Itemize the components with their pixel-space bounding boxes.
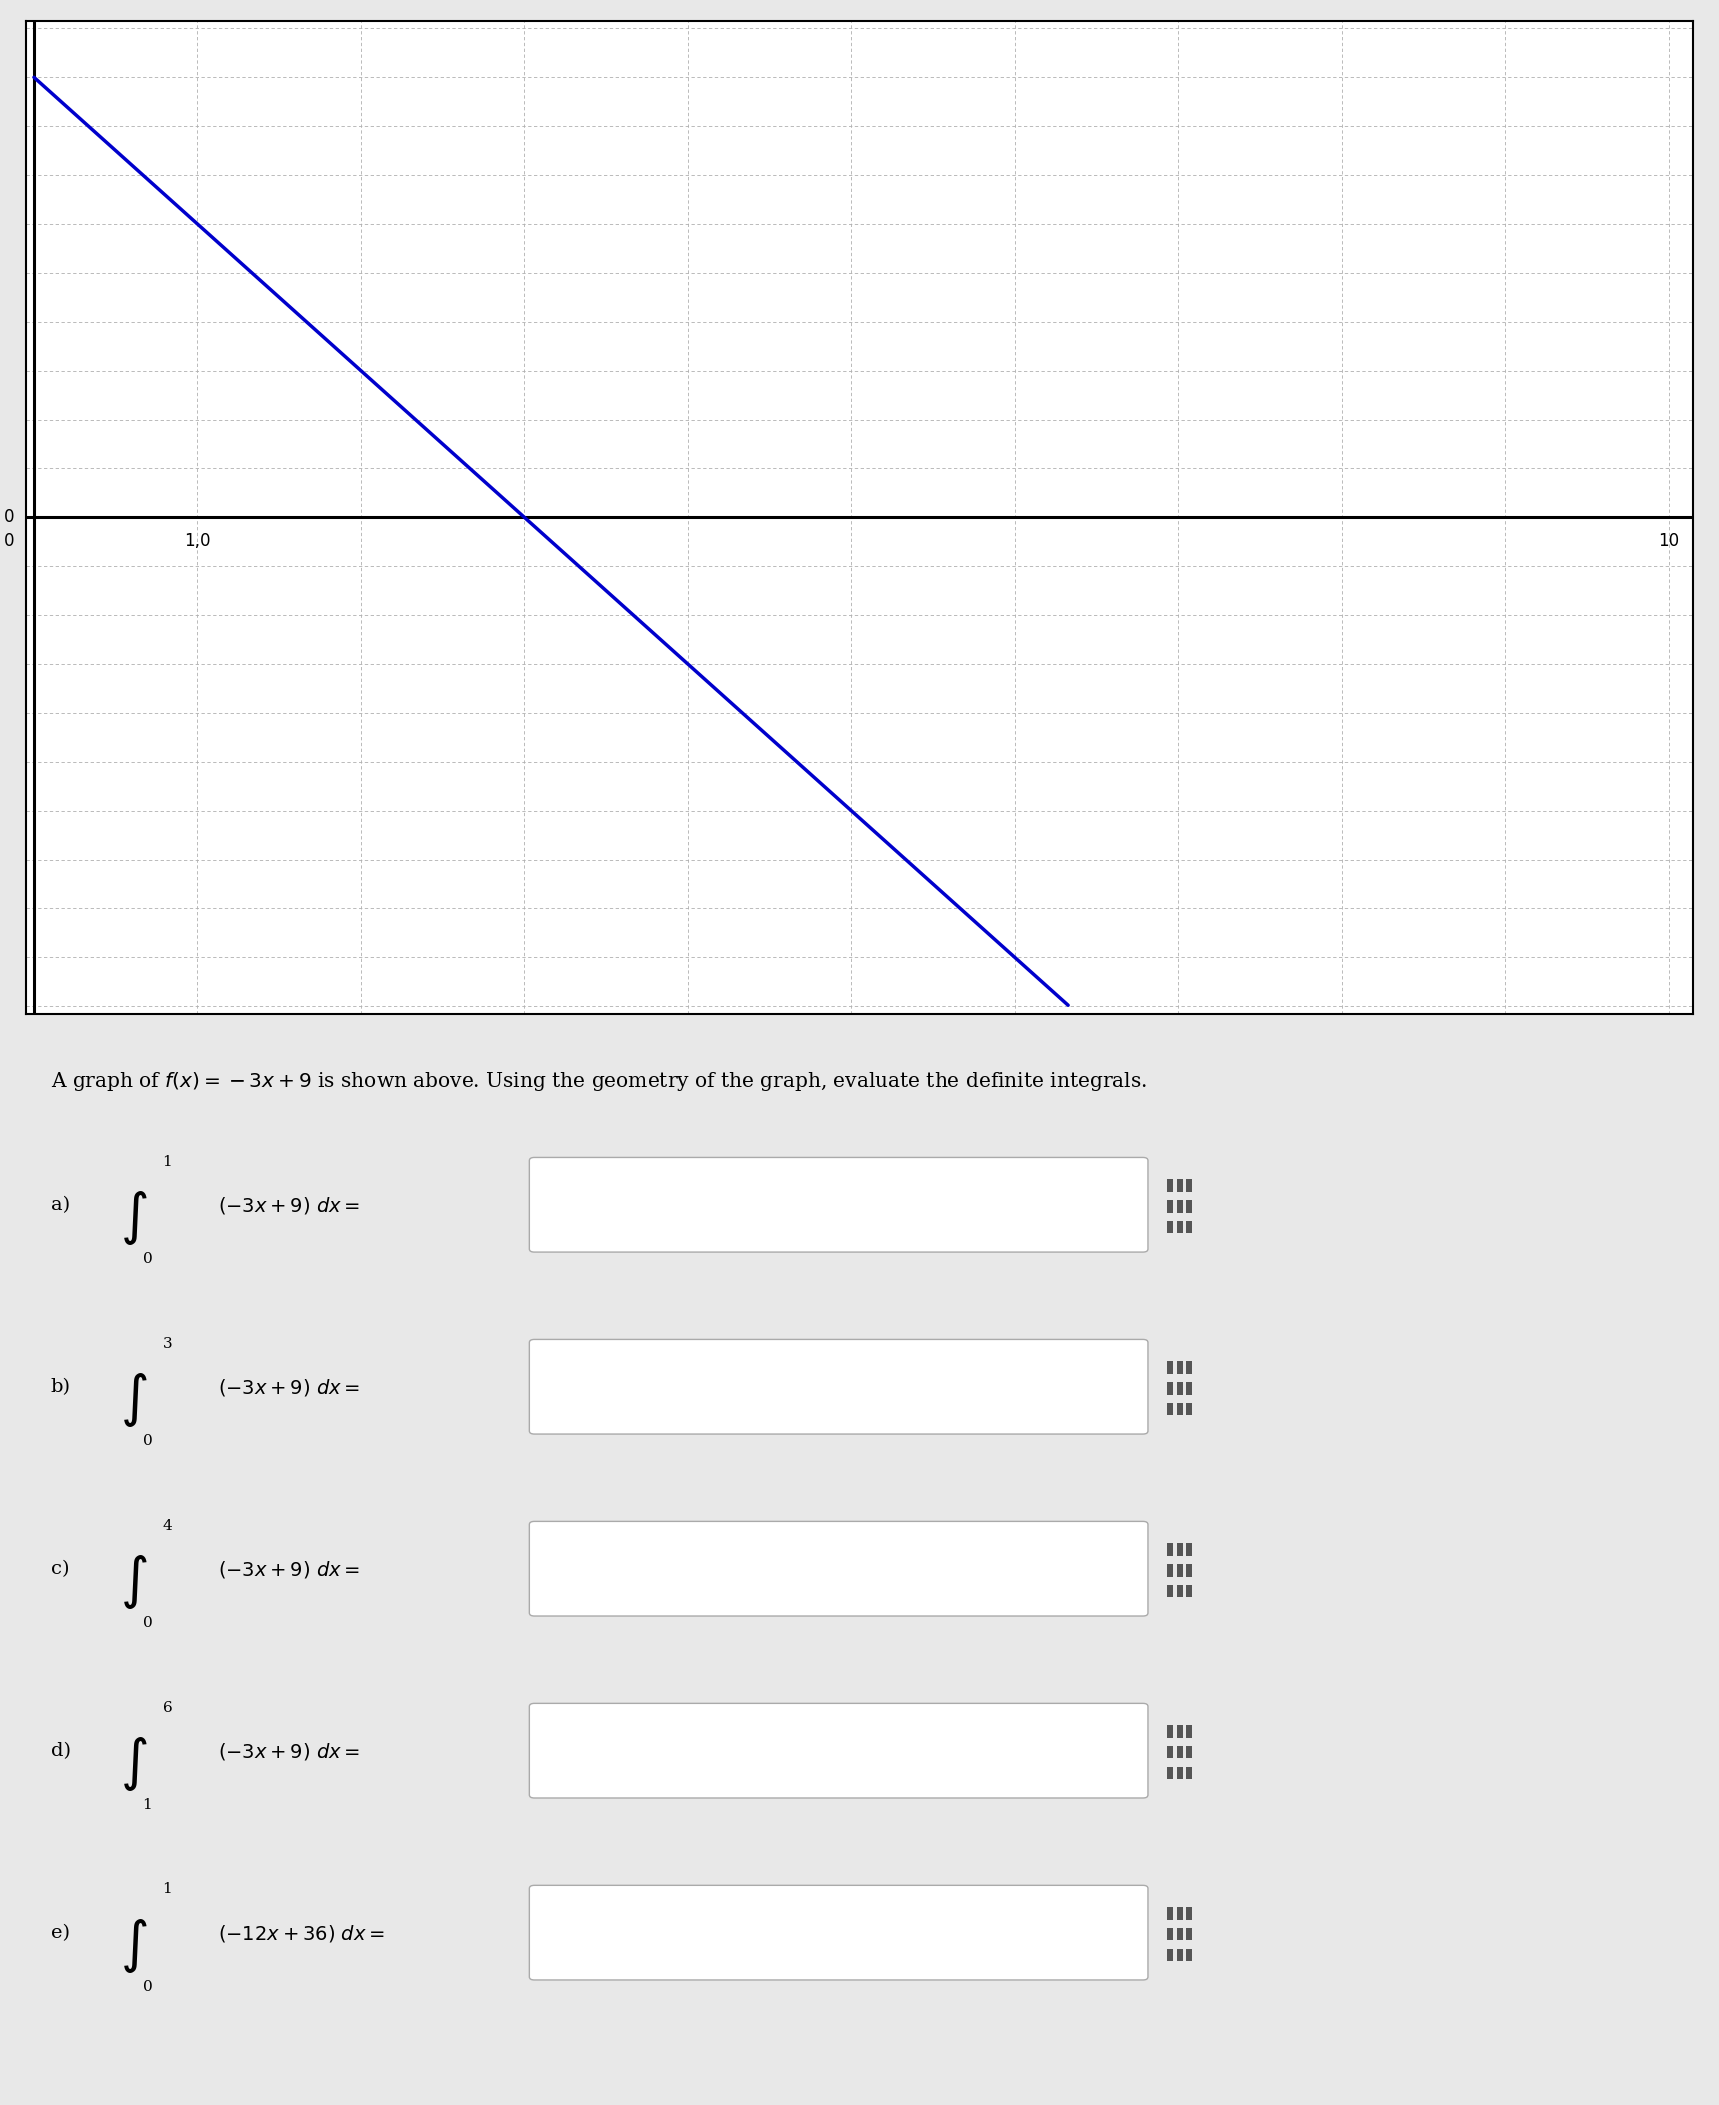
Text: $(-3x+9)\ dx =$: $(-3x+9)\ dx =$ (218, 1196, 359, 1217)
FancyBboxPatch shape (1176, 1745, 1183, 1758)
Text: 3: 3 (163, 1337, 172, 1351)
Text: 0: 0 (143, 1434, 153, 1448)
FancyBboxPatch shape (1176, 1383, 1183, 1394)
Text: 0: 0 (3, 507, 14, 526)
FancyBboxPatch shape (1186, 1564, 1191, 1577)
FancyBboxPatch shape (1186, 1362, 1191, 1375)
FancyBboxPatch shape (1186, 1949, 1191, 1962)
FancyBboxPatch shape (1167, 1543, 1174, 1556)
Text: $(-3x+9)\ dx =$: $(-3x+9)\ dx =$ (218, 1377, 359, 1398)
FancyBboxPatch shape (1167, 1928, 1174, 1941)
Text: e): e) (52, 1924, 70, 1943)
FancyBboxPatch shape (1176, 1726, 1183, 1739)
FancyBboxPatch shape (1186, 1221, 1191, 1234)
FancyBboxPatch shape (1176, 1362, 1183, 1375)
Text: $(-12x+36)\ dx =$: $(-12x+36)\ dx =$ (218, 1922, 385, 1943)
Text: 0: 0 (143, 1617, 153, 1629)
FancyBboxPatch shape (1186, 1200, 1191, 1212)
FancyBboxPatch shape (1167, 1402, 1174, 1415)
FancyBboxPatch shape (1186, 1745, 1191, 1758)
FancyBboxPatch shape (529, 1886, 1148, 1981)
Text: 1: 1 (163, 1882, 172, 1897)
FancyBboxPatch shape (1186, 1907, 1191, 1920)
Text: $\int$: $\int$ (120, 1735, 148, 1793)
FancyBboxPatch shape (1167, 1564, 1174, 1577)
FancyBboxPatch shape (1176, 1766, 1183, 1779)
FancyBboxPatch shape (1186, 1766, 1191, 1779)
Text: $\int$: $\int$ (120, 1370, 148, 1429)
Text: $\int$: $\int$ (120, 1918, 148, 1974)
FancyBboxPatch shape (1176, 1907, 1183, 1920)
Text: $(-3x+9)\ dx =$: $(-3x+9)\ dx =$ (218, 1558, 359, 1579)
FancyBboxPatch shape (529, 1522, 1148, 1617)
Text: 6: 6 (163, 1701, 172, 1716)
Text: A graph of $f(x) = -3x + 9$ is shown above. Using the geometry of the graph, eva: A graph of $f(x) = -3x + 9$ is shown abo… (52, 1069, 1147, 1092)
FancyBboxPatch shape (1167, 1585, 1174, 1598)
FancyBboxPatch shape (1176, 1928, 1183, 1941)
FancyBboxPatch shape (1186, 1726, 1191, 1739)
Text: 1: 1 (163, 1156, 172, 1168)
FancyBboxPatch shape (1176, 1200, 1183, 1212)
FancyBboxPatch shape (1167, 1200, 1174, 1212)
FancyBboxPatch shape (1167, 1179, 1174, 1191)
FancyBboxPatch shape (1186, 1928, 1191, 1941)
FancyBboxPatch shape (1186, 1585, 1191, 1598)
FancyBboxPatch shape (1167, 1745, 1174, 1758)
FancyBboxPatch shape (1167, 1383, 1174, 1394)
Text: 1,0: 1,0 (184, 533, 211, 549)
Text: 0: 0 (143, 1252, 153, 1267)
FancyBboxPatch shape (1176, 1949, 1183, 1962)
FancyBboxPatch shape (529, 1703, 1148, 1798)
FancyBboxPatch shape (1186, 1543, 1191, 1556)
Text: d): d) (52, 1743, 70, 1760)
FancyBboxPatch shape (1167, 1766, 1174, 1779)
Text: c): c) (52, 1560, 69, 1579)
FancyBboxPatch shape (1176, 1221, 1183, 1234)
Text: 1: 1 (143, 1798, 153, 1812)
FancyBboxPatch shape (529, 1158, 1148, 1252)
Text: b): b) (52, 1379, 70, 1396)
FancyBboxPatch shape (1176, 1585, 1183, 1598)
Text: $\int$: $\int$ (120, 1189, 148, 1246)
FancyBboxPatch shape (1167, 1726, 1174, 1739)
FancyBboxPatch shape (1186, 1402, 1191, 1415)
Text: 0: 0 (143, 1981, 153, 1993)
FancyBboxPatch shape (1186, 1179, 1191, 1191)
FancyBboxPatch shape (1176, 1564, 1183, 1577)
FancyBboxPatch shape (1186, 1383, 1191, 1394)
FancyBboxPatch shape (1167, 1949, 1174, 1962)
FancyBboxPatch shape (1176, 1402, 1183, 1415)
FancyBboxPatch shape (1167, 1362, 1174, 1375)
FancyBboxPatch shape (1176, 1179, 1183, 1191)
Text: 10: 10 (1659, 533, 1679, 549)
Text: a): a) (52, 1196, 70, 1215)
FancyBboxPatch shape (1167, 1221, 1174, 1234)
Text: 0: 0 (3, 533, 14, 549)
Text: $\int$: $\int$ (120, 1553, 148, 1610)
FancyBboxPatch shape (529, 1339, 1148, 1434)
Text: 4: 4 (163, 1518, 172, 1532)
Text: $(-3x+9)\ dx =$: $(-3x+9)\ dx =$ (218, 1741, 359, 1762)
FancyBboxPatch shape (1167, 1907, 1174, 1920)
FancyBboxPatch shape (1176, 1543, 1183, 1556)
